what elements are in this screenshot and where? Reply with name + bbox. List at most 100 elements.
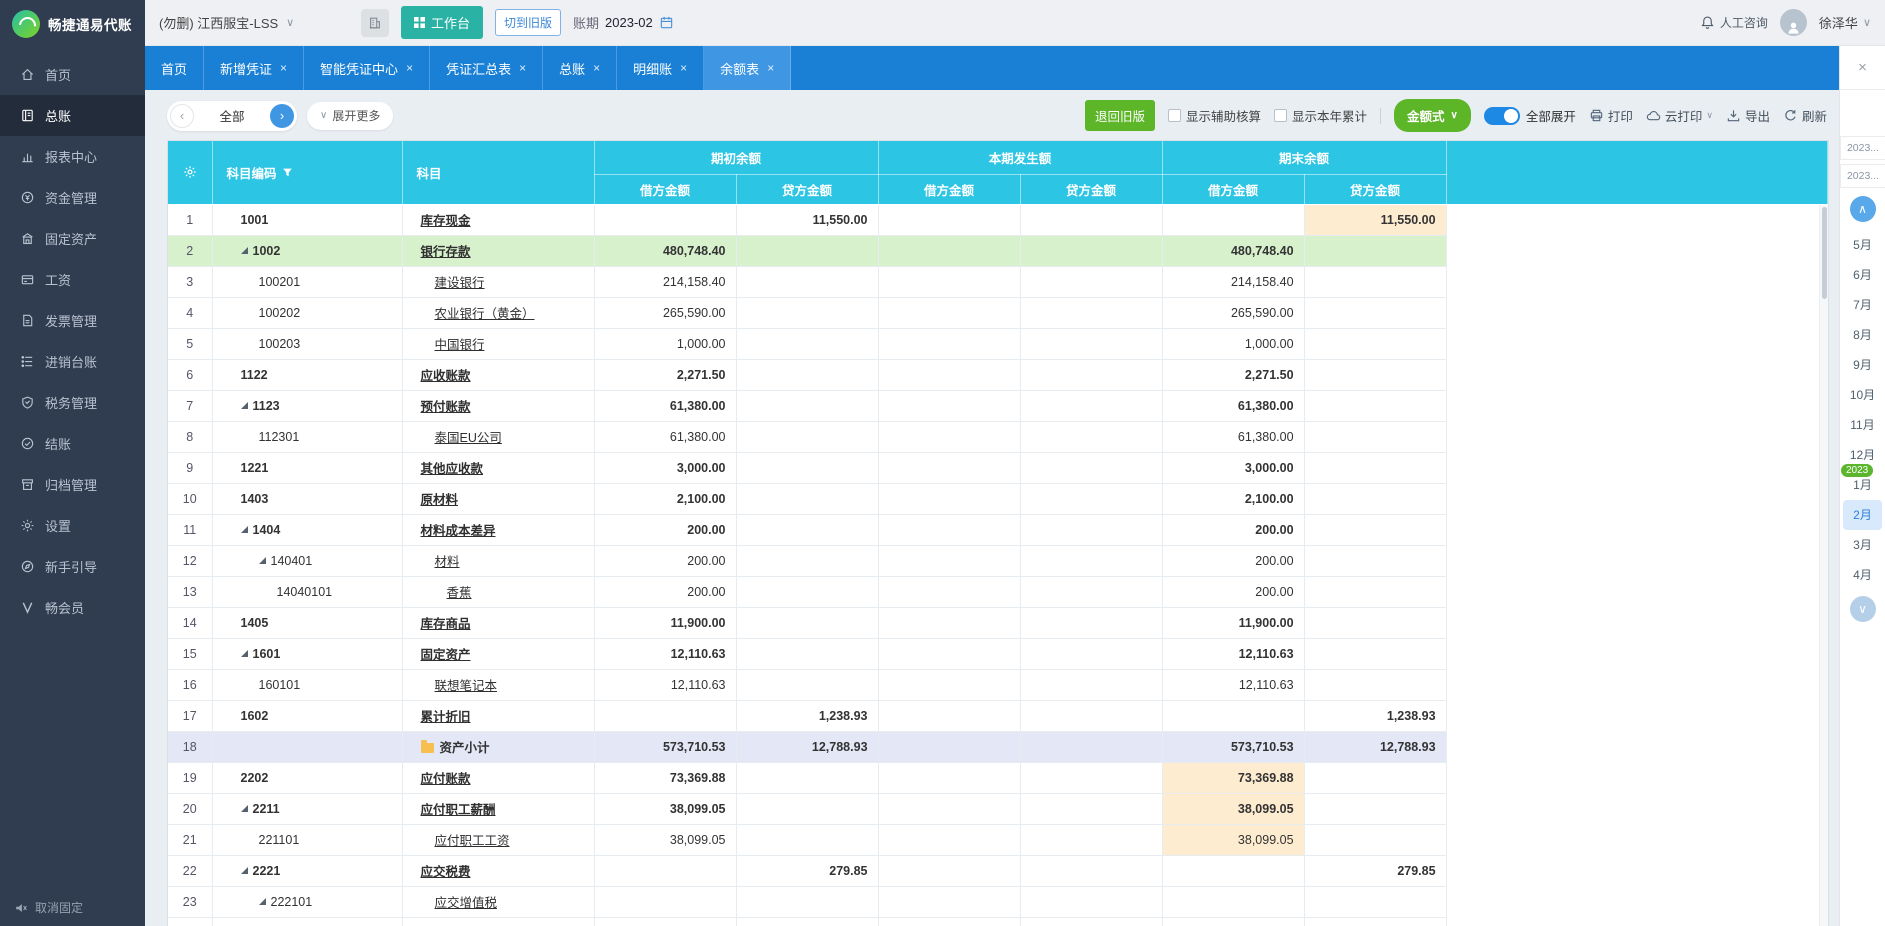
month-item[interactable]: 6月 (1853, 268, 1872, 282)
table-row[interactable]: 15 1601 固定资产 12,110.63 12,110.63 (168, 638, 1828, 670)
scroll-down-button[interactable]: ∨ (1849, 596, 1876, 622)
table-row[interactable]: 14 1405 库存商品 11,900.00 11,900.00 (168, 607, 1828, 639)
subject-link[interactable]: 应付账款 (420, 772, 471, 786)
table-row[interactable]: 21 221101 应付职工工资 38,099.05 38,099.05 (168, 824, 1828, 856)
column-settings-header[interactable] (168, 141, 213, 205)
table-row[interactable]: 8 112301 泰国EU公司 61,380.00 61,380.00 (168, 421, 1828, 453)
table-row[interactable]: 12 140401 材料 200.00 200.00 (168, 545, 1828, 577)
sidebar-item-closing[interactable]: 结账 (0, 423, 145, 464)
show-ytd-checkbox[interactable]: 显示本年累计 (1273, 106, 1367, 125)
sidebar-item-inventory-ledger[interactable]: 进销台账 (0, 341, 145, 382)
table-row[interactable]: 13 14040101 香蕉 200.00 200.00 (168, 576, 1828, 608)
expand-icon[interactable] (240, 246, 248, 254)
sidebar-item-fixed-assets[interactable]: 固定资产 (0, 218, 145, 259)
support-button[interactable]: 人工咨询 (1700, 14, 1768, 31)
expand-icon[interactable] (240, 401, 248, 409)
expand-icon[interactable] (240, 866, 248, 874)
period-value[interactable]: 2023-02 (605, 15, 653, 30)
filter-next-icon[interactable]: › (269, 103, 294, 128)
table-row[interactable]: 17 1602 累计折旧 1,238.93 1,238.93 (168, 700, 1828, 732)
sidebar-item-tax[interactable]: 税务管理 (0, 382, 145, 423)
sidebar-item-funds[interactable]: 资金管理 (0, 177, 145, 218)
sidebar-item-archive[interactable]: 归档管理 (0, 464, 145, 505)
subject-link[interactable]: 中国银行 (434, 338, 485, 352)
col-header-code[interactable]: 科目编码 (212, 141, 403, 205)
table-row[interactable]: 3 100201 建设银行 214,158.40 214,158.40 (168, 266, 1828, 298)
close-icon[interactable]: × (593, 61, 601, 75)
close-icon[interactable]: × (767, 61, 775, 75)
table-row[interactable]: 22 2221 应交税费 279.85 279.85 (168, 855, 1828, 887)
month-item[interactable]: 11月 (1850, 418, 1875, 432)
table-row[interactable]: 19 2202 应付账款 73,369.88 73,369.88 (168, 762, 1828, 794)
unpin-button[interactable]: 取消固定 (0, 899, 145, 916)
subject-link[interactable]: 原材料 (420, 493, 459, 507)
month-item[interactable]: 12月 (1849, 448, 1876, 462)
avatar[interactable] (1779, 9, 1807, 36)
table-row[interactable]: 9 1221 其他应收款 3,000.00 3,000.00 (168, 452, 1828, 484)
month-item[interactable]: 7月 (1853, 298, 1872, 312)
tab-voucher-summary[interactable]: 凭证汇总表 × (430, 46, 544, 90)
expand-more-button[interactable]: ∨ 展开更多 (307, 101, 394, 130)
month-item[interactable]: 3月 (1853, 538, 1872, 552)
subject-link[interactable]: 银行存款 (420, 245, 471, 259)
close-icon[interactable]: × (406, 61, 414, 75)
scroll-up-button[interactable]: ∧ (1849, 196, 1876, 222)
sidebar-item-home[interactable]: 首页 (0, 54, 145, 95)
subject-link[interactable]: 应交税费 (420, 865, 471, 879)
month-item[interactable]: 8月 (1853, 328, 1872, 342)
sidebar-item-member[interactable]: 畅会员 (0, 587, 145, 628)
tab-general-ledger[interactable]: 总账 × (543, 46, 618, 90)
subject-filter[interactable]: ‹ 全部 › (167, 100, 297, 131)
subject-link[interactable]: 农业银行（黄金） (434, 307, 535, 321)
expand-all-toggle[interactable]: 全部展开 (1483, 106, 1576, 125)
sidebar-item-salary[interactable]: 工资 (0, 259, 145, 300)
subject-link[interactable]: 累计折旧 (420, 710, 471, 724)
close-icon[interactable]: × (280, 61, 288, 75)
export-button[interactable]: 导出 (1726, 106, 1770, 125)
table-row[interactable]: 4 100202 农业银行（黄金） 265,590.00 265,590.00 (168, 297, 1828, 329)
subject-link[interactable]: 库存商品 (420, 617, 471, 631)
toggle-switch[interactable] (1483, 106, 1520, 125)
table-row[interactable]: 2422210101进项税额 (168, 917, 1828, 926)
amount-style-button[interactable]: 金额式 ∨ (1393, 99, 1471, 132)
expand-icon[interactable] (258, 897, 266, 905)
close-icon[interactable]: × (519, 61, 527, 75)
back-old-version-button[interactable]: 退回旧版 (1084, 100, 1155, 131)
user-menu[interactable]: 徐泽华 ∨ (1819, 13, 1871, 32)
sidebar-item-general-ledger[interactable]: 总账 (0, 95, 145, 136)
tab-home[interactable]: 首页 (145, 46, 205, 90)
subject-link[interactable]: 应交增值税 (434, 896, 498, 910)
tab-balance-sheet[interactable]: 余额表 × (704, 46, 792, 90)
table-row[interactable]: 2 1002 银行存款 480,748.40 480,748.40 (168, 235, 1828, 267)
refresh-button[interactable]: 刷新 (1783, 106, 1827, 125)
scrollbar-thumb[interactable] (1821, 207, 1827, 299)
sidebar-item-settings[interactable]: 设置 (0, 505, 145, 546)
subject-link[interactable]: 香蕉 (446, 586, 472, 600)
subject-link[interactable]: 泰国EU公司 (434, 431, 502, 445)
checkbox-box[interactable] (1273, 109, 1287, 122)
subject-link[interactable]: 材料 (434, 555, 460, 569)
sidebar-item-invoice[interactable]: 发票管理 (0, 300, 145, 341)
col-header-subject[interactable]: 科目 (402, 141, 595, 205)
tab-smart-voucher-center[interactable]: 智能凭证中心 × (304, 46, 431, 90)
filter-prev-icon[interactable]: ‹ (170, 103, 194, 128)
subject-link[interactable]: 建设银行 (434, 276, 485, 290)
calendar-icon[interactable] (659, 15, 674, 30)
subject-link[interactable]: 库存现金 (420, 214, 471, 228)
checkbox-box[interactable] (1167, 109, 1181, 122)
expand-icon[interactable] (240, 525, 248, 533)
year-item[interactable]: 2023... (1840, 164, 1885, 188)
company-list-button[interactable] (361, 8, 389, 37)
sidebar-item-report-center[interactable]: 报表中心 (0, 136, 145, 177)
subject-link[interactable]: 应收账款 (420, 369, 471, 383)
table-row[interactable]: 1 1001 库存现金 11,550.00 11,550.00 (168, 204, 1828, 236)
table-row[interactable]: 5 100203 中国银行 1,000.00 1,000.00 (168, 328, 1828, 360)
table-row[interactable]: 16 160101 联想笔记本 12,110.63 12,110.63 (168, 669, 1828, 701)
print-button[interactable]: 打印 (1589, 106, 1633, 125)
cloud-print-button[interactable]: 云打印 ∨ (1646, 106, 1713, 125)
subject-link[interactable]: 应付职工薪酬 (420, 803, 496, 817)
switch-old-version-button[interactable]: 切到旧版 (495, 9, 562, 36)
company-select[interactable]: (勿删) 江西服宝-LSS ∨ (159, 13, 349, 32)
close-all-tabs-button[interactable]: × (1840, 46, 1885, 90)
table-row[interactable]: 11 1404 材料成本差异 200.00 200.00 (168, 514, 1828, 546)
